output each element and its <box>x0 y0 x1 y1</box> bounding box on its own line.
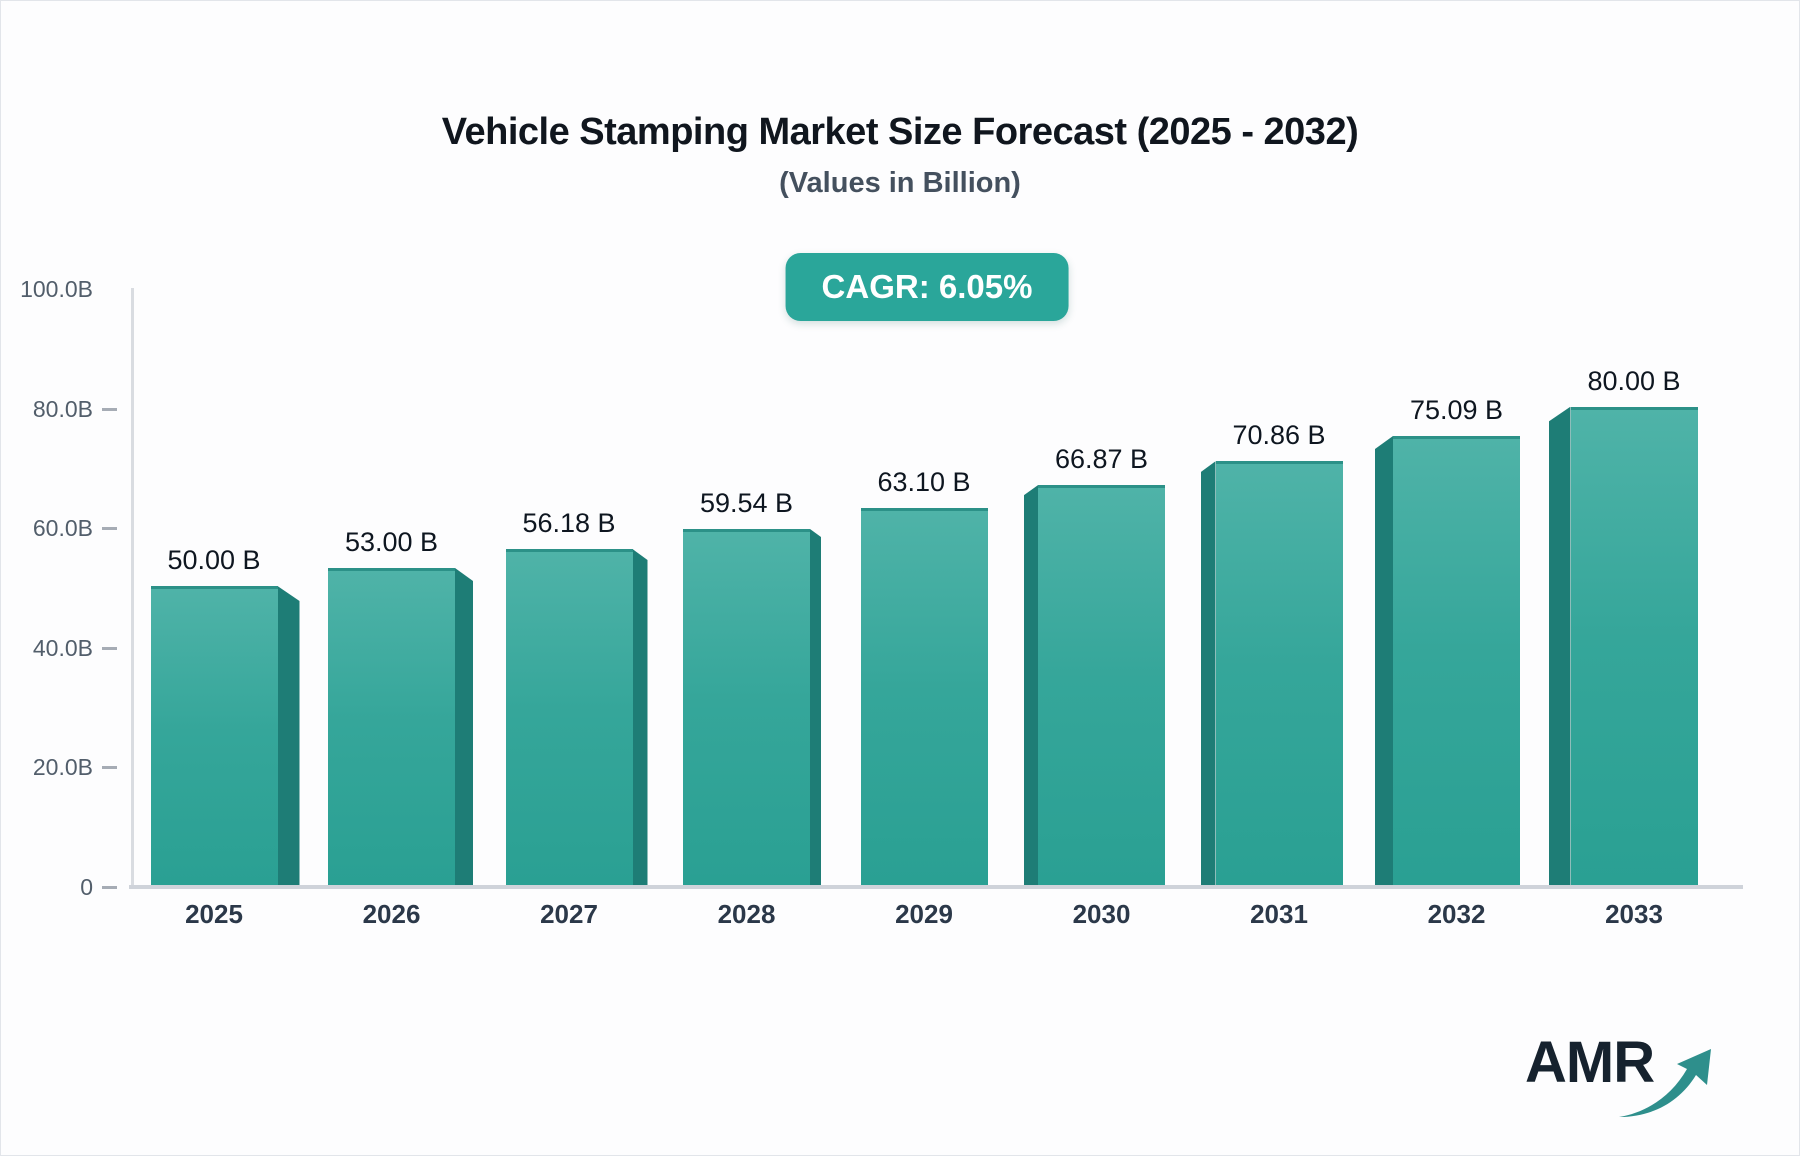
bar-value-label: 63.10 B <box>877 466 971 497</box>
x-axis-line <box>129 885 1743 889</box>
cagr-badge: CAGR: 6.05% <box>785 253 1069 321</box>
bar-side-2026 <box>455 568 473 885</box>
bar-face-2032 <box>1393 435 1520 885</box>
bar-face-2033 <box>1570 406 1698 885</box>
y-tick-label: 0 <box>80 874 93 900</box>
x-tick-label: 2029 <box>895 899 953 929</box>
x-tick-label: 2025 <box>185 899 243 929</box>
x-tick-label: 2032 <box>1427 899 1486 929</box>
bar-side-2027 <box>632 549 648 885</box>
y-tick-label: 80.0B <box>32 395 93 422</box>
y-tick-dash <box>102 766 117 770</box>
bar-value-label: 66.87 B <box>1054 444 1149 475</box>
bar-face-2027 <box>505 549 633 885</box>
x-tick-label: 2028 <box>717 899 776 929</box>
bar-side-2025 <box>277 586 300 885</box>
y-tick-dash <box>102 886 117 889</box>
bar-face-2030 <box>1038 485 1165 885</box>
bar-face-2026 <box>328 568 455 885</box>
bar-value-label: 50.00 B <box>167 545 261 575</box>
bar-value-label: 70.86 B <box>1232 420 1326 451</box>
chart-subtitle: (Values in Billion) <box>779 167 1021 199</box>
bar-face-2029 <box>860 507 988 885</box>
bar-side-2031 <box>1200 461 1216 885</box>
bar-value-label: 56.18 B <box>522 508 616 539</box>
y-tick-dash <box>102 407 117 411</box>
x-tick-label: 2033 <box>1605 899 1663 929</box>
y-tick-label: 100.0B <box>20 276 93 302</box>
x-tick-label: 2030 <box>1072 899 1131 929</box>
growth-arrow-icon <box>1619 1049 1711 1117</box>
y-tick-label: 60.0B <box>32 515 93 542</box>
y-tick-dash <box>102 527 117 531</box>
x-tick-label: 2027 <box>540 899 598 929</box>
bar-side-2033 <box>1548 406 1571 885</box>
x-tick-label: 2031 <box>1250 899 1308 929</box>
y-axis-line <box>131 288 134 887</box>
y-tick-dash <box>102 646 117 650</box>
bar-side-2030 <box>1024 485 1038 885</box>
bar-value-label: 75.09 B <box>1409 394 1504 425</box>
bar-face-2031 <box>1215 461 1343 885</box>
y-tick-label: 40.0B <box>32 634 93 661</box>
bar-side-2028 <box>810 528 821 885</box>
bar-side-2032 <box>1375 435 1393 885</box>
bar-value-label: 53.00 B <box>344 527 439 558</box>
chart-title: Vehicle Stamping Market Size Forecast (2… <box>441 111 1359 153</box>
x-tick-label: 2026 <box>362 899 421 929</box>
bar-value-label: 59.54 B <box>699 487 794 518</box>
y-tick-label: 20.0B <box>32 754 93 781</box>
amr-logo-text: AMR <box>1525 1030 1655 1095</box>
bar-face-2025 <box>150 586 278 885</box>
bar-face-2028 <box>683 528 810 885</box>
amr-logo: AMR <box>1525 1033 1725 1123</box>
bar-value-label: 80.00 B <box>1587 365 1681 396</box>
